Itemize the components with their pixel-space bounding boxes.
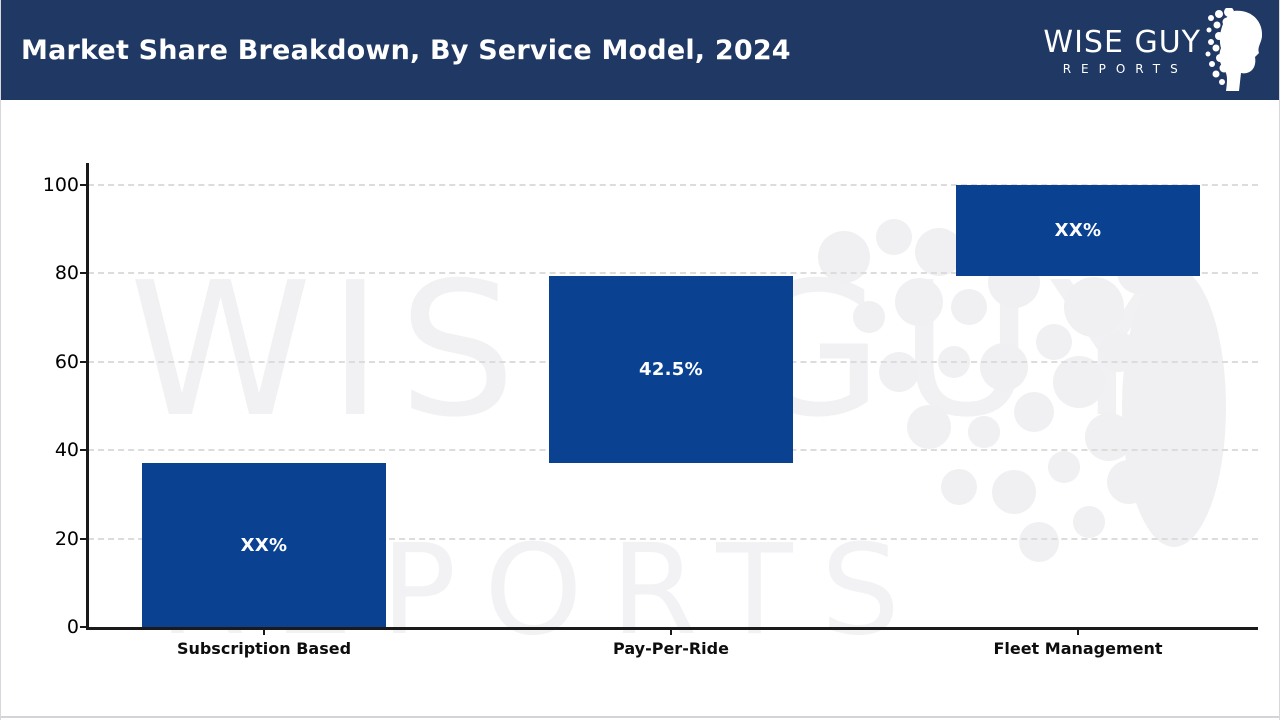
y-tick-mark <box>80 360 87 363</box>
x-axis-spine <box>86 627 1258 630</box>
header-bar: Market Share Breakdown, By Service Model… <box>1 0 1279 100</box>
y-gridline <box>88 184 1258 186</box>
x-axis-category-label: Pay-Per-Ride <box>613 639 729 658</box>
bar-segment: XX% <box>956 185 1200 276</box>
x-axis-category-label: Fleet Management <box>993 639 1163 658</box>
bar-segment: 42.5% <box>549 275 793 464</box>
y-gridline <box>88 272 1258 275</box>
bar-value-label: XX% <box>240 534 288 556</box>
bar-value-label: 42.5% <box>639 359 703 381</box>
y-tick-label: 100 <box>42 174 79 196</box>
y-tick-mark <box>80 272 87 275</box>
y-tick-mark <box>80 449 87 452</box>
y-tick-mark <box>80 184 87 186</box>
brand-logo: WISE GUY REPORTS <box>1043 7 1269 95</box>
x-tick-mark <box>670 628 672 635</box>
y-axis-spine <box>86 163 89 629</box>
y-tick-label: 40 <box>54 439 79 462</box>
y-tick-mark <box>80 626 87 628</box>
x-tick-mark <box>1077 628 1079 635</box>
y-tick-mark <box>80 537 87 540</box>
brand-logo-head-icon <box>1205 8 1263 92</box>
x-axis-category-label: Subscription Based <box>176 639 352 658</box>
x-tick-mark <box>263 628 265 635</box>
y-tick-label: 60 <box>54 350 79 373</box>
y-tick-label: 80 <box>54 262 79 285</box>
y-tick-label: 0 <box>66 616 79 638</box>
bar-segment: XX% <box>142 463 386 627</box>
brand-logo-name: WISE GUY <box>1043 24 1201 60</box>
y-tick-label: 20 <box>54 527 79 550</box>
page-title: Market Share Breakdown, By Service Model… <box>21 34 791 66</box>
bottom-divider <box>1 716 1279 718</box>
y-gridline <box>88 537 1258 540</box>
bar-value-label: XX% <box>1054 219 1102 241</box>
brand-logo-subtitle: REPORTS <box>1062 61 1188 76</box>
